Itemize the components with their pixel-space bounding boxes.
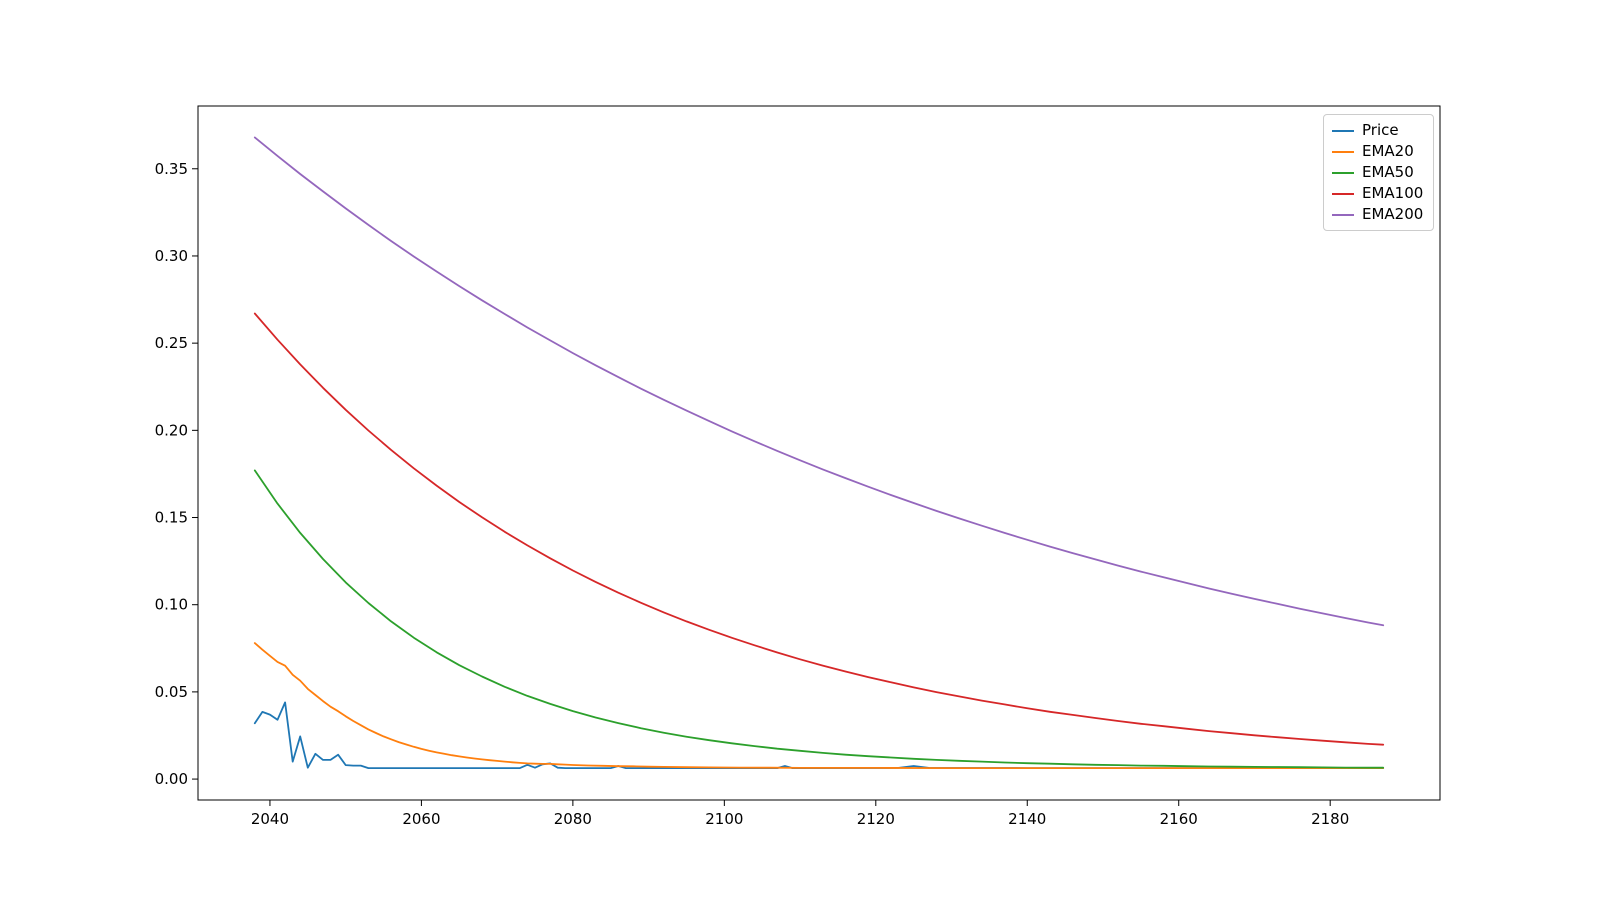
series-line-ema100 <box>253 312 1385 746</box>
legend-line-icon <box>1332 192 1354 195</box>
y-tick-label: 0.20 <box>155 421 188 439</box>
y-tick-label: 0.35 <box>155 160 188 178</box>
x-tick-label: 2060 <box>402 810 440 828</box>
series-line-ema20 <box>253 642 1385 769</box>
legend-item-price: Price <box>1332 120 1423 141</box>
legend-label: EMA200 <box>1362 205 1424 223</box>
y-tick-label: 0.30 <box>155 247 188 265</box>
x-tick-label: 2080 <box>554 810 592 828</box>
legend-line-icon <box>1332 213 1354 216</box>
legend-line-icon <box>1332 129 1354 132</box>
y-tick-label: 0.00 <box>155 770 188 788</box>
legend-item-ema100: EMA100 <box>1332 183 1423 204</box>
x-tick-label: 2040 <box>251 810 289 828</box>
legend-item-ema200: EMA200 <box>1332 204 1423 225</box>
legend: Price EMA20 EMA50 EMA100 EMA200 <box>1323 114 1435 231</box>
x-tick-label: 2160 <box>1160 810 1198 828</box>
plot-area-background <box>198 106 1440 800</box>
y-tick-label: 0.15 <box>155 509 188 527</box>
y-tick-label: 0.05 <box>155 683 188 701</box>
x-tick-label: 2120 <box>857 810 895 828</box>
series-line-ema50 <box>253 469 1385 769</box>
legend-line-icon <box>1332 150 1354 153</box>
legend-label: EMA50 <box>1362 163 1414 181</box>
legend-item-ema50: EMA50 <box>1332 162 1423 183</box>
legend-line-icon <box>1332 171 1354 174</box>
legend-label: Price <box>1362 121 1399 139</box>
legend-label: EMA20 <box>1362 142 1414 160</box>
y-tick-label: 0.10 <box>155 596 188 614</box>
axes-spines <box>197 105 1441 801</box>
legend-label: EMA100 <box>1362 184 1424 202</box>
legend-item-ema20: EMA20 <box>1332 141 1423 162</box>
x-tick-label: 2100 <box>705 810 743 828</box>
series-line-ema200 <box>253 136 1385 627</box>
x-tick-label: 2140 <box>1008 810 1046 828</box>
x-tick-label: 2180 <box>1311 810 1349 828</box>
y-tick-label: 0.25 <box>155 334 188 352</box>
